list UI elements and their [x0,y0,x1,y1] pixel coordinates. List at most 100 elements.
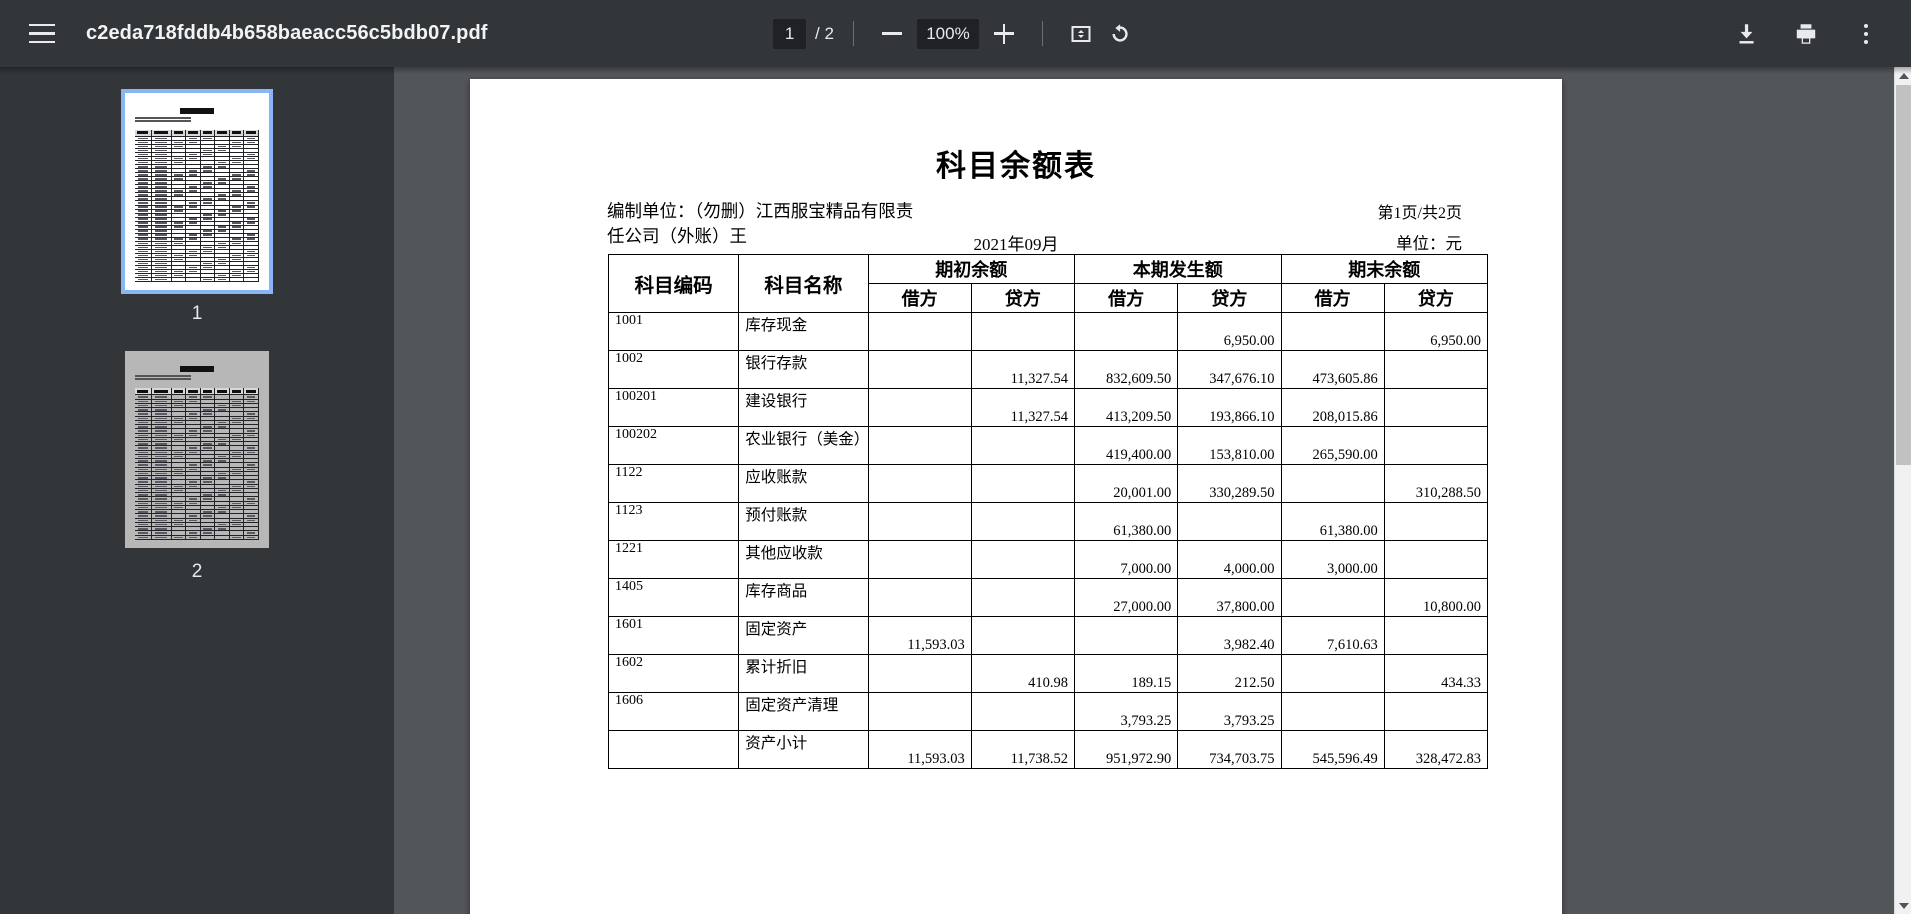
cell-account-name: 固定资产 [738,616,869,655]
cell-account-name: 其他应收款 [738,540,869,579]
cell-account-code: 100202 [607,426,740,465]
more-vertical-icon[interactable] [1847,15,1885,53]
hamburger-menu-icon[interactable] [20,12,64,56]
cell-amount [970,692,1076,731]
thumbnail-page-1[interactable]: 1 [121,89,273,325]
cell-amount [867,464,972,503]
pdf-page: 科目余额表 编制单位：（勿删）江西服宝精品有限责任公司（外账）王 2021年09… [470,79,1562,914]
document-title: c2eda718fddb4b658baeacc56c5bdb07.pdf [86,22,488,44]
cell-amount: 434.33 [1383,654,1489,693]
thumbnail-label: 2 [191,561,203,582]
cell-account-code: 1123 [607,502,740,541]
cell-amount [970,426,1076,465]
cell-account-name: 累计折旧 [738,654,869,693]
cell-account-code [607,730,740,769]
scrollbar-thumb[interactable] [1896,85,1911,465]
header-sub-credit: 贷方 [1177,283,1282,313]
cell-amount: 7,000.00 [1074,540,1179,579]
minus-icon[interactable] [873,15,911,53]
cell-amount [1383,692,1489,731]
thumbnail-sidebar[interactable]: 1 2 [0,67,394,914]
cell-amount [970,578,1076,617]
fit-to-page-icon[interactable] [1062,15,1100,53]
cell-amount: 4,000.00 [1177,540,1282,579]
thumbnail-mini-table [135,105,259,283]
download-icon[interactable] [1727,15,1765,53]
table-row: 1122 应收账款 20,001.00 330,289.50 310,288.50 [607,464,1489,503]
header-sub-debit: 借方 [1280,283,1385,313]
cell-amount [1280,654,1385,693]
header-sub-debit: 借方 [1074,283,1179,313]
cell-amount [970,616,1076,655]
thumbnail-label: 1 [191,303,203,324]
cell-amount: 310,288.50 [1383,464,1489,503]
cell-account-code: 1601 [607,616,740,655]
vertical-scrollbar[interactable] [1894,67,1911,914]
cell-amount: 208,015.86 [1280,388,1385,427]
minus-bar [881,32,902,35]
cell-amount: 189.15 [1074,654,1179,693]
cell-amount [867,350,972,389]
cell-amount [1280,692,1385,731]
table-row: 1606 固定资产清理 3,793.25 3,793.25 [607,692,1489,731]
plus-icon[interactable] [985,15,1023,53]
page-number-input[interactable] [773,18,807,49]
cell-amount: 3,000.00 [1280,540,1385,579]
cell-account-code: 1602 [607,654,740,693]
trial-balance-table: 科目编码 科目名称 期初余额 本期发生额 期末余额 借方 贷方 借方 贷方 借方… [607,254,1489,769]
dot [1864,31,1868,36]
header-group-period: 本期发生额 [1074,254,1282,284]
cell-account-name: 建设银行 [738,388,869,427]
cell-amount: 330,289.50 [1177,464,1282,503]
cell-amount [1383,350,1489,389]
cell-amount [867,578,972,617]
rotate-counterclockwise-icon[interactable] [1100,15,1138,53]
table-row: 100201 建设银行 11,327.54 413,209.50 193,866.10 2… [607,388,1489,427]
cell-amount [970,464,1076,503]
pdf-toolbar: c2eda718fddb4b658baeacc56c5bdb07.pdf / 2… [0,0,1911,67]
menu-line [29,32,55,35]
thumbnail-page-2[interactable]: 2 [121,347,273,583]
cell-amount: 545,596.49 [1280,730,1385,769]
pdf-viewer-canvas[interactable]: 科目余额表 编制单位：（勿删）江西服宝精品有限责任公司（外账）王 2021年09… [394,67,1894,914]
cell-account-name: 固定资产清理 [738,692,869,731]
cell-amount: 3,793.25 [1074,692,1179,731]
scroll-up-arrow-icon[interactable] [1895,67,1911,84]
cell-account-code: 1001 [607,312,740,351]
cell-account-name: 库存现金 [738,312,869,351]
cell-amount: 61,380.00 [1074,502,1179,541]
header-col-name: 科目名称 [738,254,869,313]
cell-amount: 6,950.00 [1177,312,1282,351]
cell-amount: 951,972.90 [1074,730,1179,769]
table-row: 1221 其他应收款 7,000.00 4,000.00 3,000.00 [607,540,1489,579]
zoom-level-value[interactable]: 100% [916,18,979,49]
table-row: 1602 累计折旧 410.98 189.15 212.50 434.33 [607,654,1489,693]
cell-amount: 193,866.10 [1177,388,1282,427]
cell-account-code: 1606 [607,692,740,731]
cell-amount [1280,312,1385,351]
cell-account-name: 银行存款 [738,350,869,389]
cell-amount [1383,388,1489,427]
header-col-code: 科目编码 [607,254,740,313]
cell-amount: 347,676.10 [1177,350,1282,389]
cell-amount [867,388,972,427]
cell-account-code: 1405 [607,578,740,617]
cell-account-name: 应收账款 [738,464,869,503]
cell-amount: 6,950.00 [1383,312,1489,351]
cell-account-name: 库存商品 [738,578,869,617]
header-sub-debit: 借方 [867,283,972,313]
cell-amount: 832,609.50 [1074,350,1179,389]
table-header-row-groups: 科目编码 科目名称 期初余额 本期发生额 期末余额 [607,254,1488,313]
cell-amount [867,540,972,579]
thumbnail-selection-frame [121,347,273,552]
cell-amount: 419,400.00 [1074,426,1179,465]
print-icon[interactable] [1787,15,1825,53]
cell-amount: 7,610.63 [1280,616,1385,655]
header-sub-credit: 贷方 [970,283,1076,313]
cell-amount: 11,593.03 [867,730,972,769]
scroll-down-arrow-icon[interactable] [1895,897,1911,914]
more-dots [1864,23,1868,44]
cell-account-code: 100201 [607,388,740,427]
cell-amount: 3,982.40 [1177,616,1282,655]
cell-amount: 10,800.00 [1383,578,1489,617]
